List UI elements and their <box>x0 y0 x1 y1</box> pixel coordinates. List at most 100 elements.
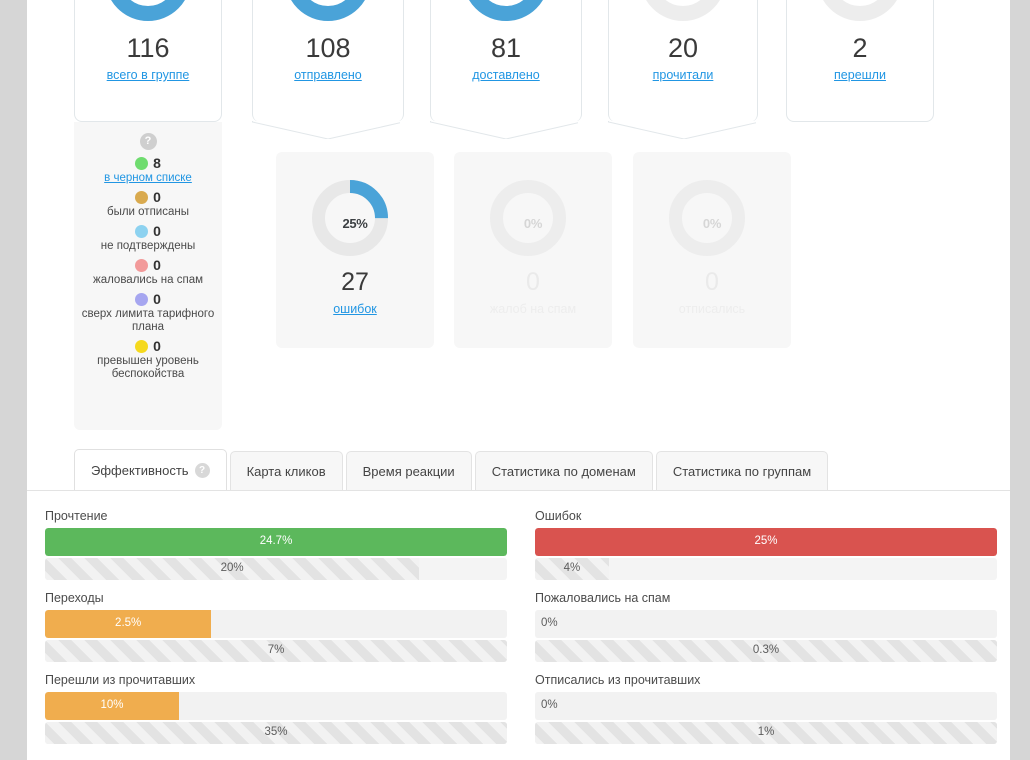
bar-group: Отписались из прочитавших 0% 1% <box>535 673 997 744</box>
tab-label: Эффективность <box>91 462 189 478</box>
tab-label: Карта кликов <box>246 463 326 479</box>
bar-secondary-fill <box>535 640 997 662</box>
donut-chart: 100% <box>285 0 371 21</box>
donut-percent-label: 0% <box>702 215 722 231</box>
stat-card-2[interactable]: 100% 108 отправлено <box>252 0 404 139</box>
tab-2[interactable]: Карта кликов <box>229 451 343 490</box>
legend-item: 0 превышен уровень беспокойства <box>74 339 222 381</box>
bar-secondary-track: 4% <box>535 558 997 580</box>
bar-primary-track: 0% <box>535 692 997 720</box>
stat-link-wrap: отправлено <box>253 68 403 82</box>
legend-dot-icon <box>135 224 149 238</box>
bar-primary-track: 10% <box>45 692 507 720</box>
donut-wrap: 24.7% <box>609 0 757 21</box>
secondary-card-1[interactable]: 25% 27 ошибок <box>276 152 434 348</box>
bar-title: Перешли из прочитавших <box>45 673 196 687</box>
bar-secondary-fill <box>535 722 997 744</box>
bar-primary-track: 0% <box>535 610 997 638</box>
legend-dot-icon <box>135 190 149 204</box>
secondary-card-2[interactable]: 0% 0 жалоб на спам <box>454 152 612 348</box>
legend-item: 0 не подтверждены <box>74 224 222 253</box>
legend-item-value: 0 <box>153 291 161 307</box>
stat-card-1[interactable]: 116 всего в группе <box>74 0 222 122</box>
donut-percent-label: 0% <box>523 215 543 231</box>
stat-link[interactable]: перешли <box>834 68 886 82</box>
bar-group: Пожаловались на спам 0% 0.3% <box>535 591 997 662</box>
bar-title: Отписались из прочитавших <box>535 673 701 687</box>
bar-primary-track: 25% <box>535 528 997 556</box>
efficiency-panel: Прочтение 24.7% 20% Переходы 2.5% 7% Перешли и… <box>27 491 1010 760</box>
card-notch <box>608 121 756 139</box>
stat-card-5[interactable]: 2.5% 2 перешли <box>786 0 934 122</box>
donut-chart: 0% <box>490 180 576 266</box>
tab-bar: Эффективность? Карта кликов Время реакции С… <box>74 449 831 490</box>
tab-3[interactable]: Время реакции <box>345 451 472 490</box>
tab-5[interactable]: Статистика по группам <box>655 451 829 490</box>
bar-primary-label: 2.5% <box>115 617 142 630</box>
bar-secondary-track: 0.3% <box>535 640 997 662</box>
tab-label: Статистика по группам <box>672 463 812 479</box>
legend-dot-icon <box>135 339 149 353</box>
bar-secondary-label: 1% <box>757 726 775 739</box>
tab-4[interactable]: Статистика по доменам <box>474 451 653 490</box>
bar-primary-fill <box>45 528 507 556</box>
help-icon[interactable]: ? <box>139 133 157 150</box>
stat-card-3[interactable]: 75% 81 доставлено <box>430 0 582 139</box>
card-notch <box>252 121 400 139</box>
stat-card-row: 116 всего в группе 100% 108 отправлено 75% 81 д… <box>74 0 984 139</box>
donut-wrap: 75% <box>431 0 581 21</box>
legend-dot-icon <box>135 156 149 170</box>
bar-group: Перешли из прочитавших 10% 35% <box>45 673 507 744</box>
secondary-card-row: 25% 27 ошибок 0% 0 жалоб на спам 0% 0 отписались <box>276 152 976 348</box>
legend-dot-icon <box>135 258 149 272</box>
tab-label: Время реакции <box>362 463 455 479</box>
donut-chart <box>105 0 191 21</box>
stat-link-wrap: перешли <box>787 68 933 82</box>
legend-item-value: 8 <box>153 155 161 171</box>
stat-link[interactable]: отправлено <box>294 68 362 82</box>
legend-item-value: 0 <box>153 338 161 354</box>
bar-secondary-fill <box>45 640 507 662</box>
donut-wrap: 25% <box>276 180 434 266</box>
legend-item-label: превышен уровень беспокойства <box>97 355 199 380</box>
bar-primary-fill <box>535 528 997 556</box>
legend-item-label: не подтверждены <box>100 240 196 252</box>
stat-link[interactable]: ошибок <box>333 302 377 316</box>
stat-card-4[interactable]: 24.7% 20 прочитали <box>608 0 758 139</box>
stat-link-wrap: ошибок <box>276 302 434 316</box>
bar-group: Прочтение 24.7% 20% <box>45 509 507 580</box>
tab-1[interactable]: Эффективность? <box>74 449 227 490</box>
donut-wrap: 0% <box>454 180 612 266</box>
legend-item-value: 0 <box>153 189 161 205</box>
bar-secondary-track: 7% <box>45 640 507 662</box>
legend-item-link[interactable]: в черном списке <box>104 172 192 184</box>
bar-secondary-fill <box>45 558 420 580</box>
bar-secondary-label: 35% <box>264 726 288 739</box>
secondary-card-3[interactable]: 0% 0 отписались <box>633 152 791 348</box>
stat-value: 108 <box>305 33 351 63</box>
donut-wrap: 100% <box>253 0 403 21</box>
stat-link[interactable]: прочитали <box>652 68 714 82</box>
bar-secondary-track: 1% <box>535 722 997 744</box>
bar-title: Ошибок <box>535 509 582 523</box>
donut-percent-label <box>105 0 191 21</box>
legend-item: 0 были отписаны <box>74 190 222 219</box>
bar-primary-track: 2.5% <box>45 610 507 638</box>
stat-link[interactable]: доставлено <box>472 68 540 82</box>
legend-item-label-wrap: жаловались на спам <box>74 274 222 287</box>
stat-link-wrap: всего в группе <box>75 68 221 82</box>
donut-percent-label: 24.7% <box>640 0 726 21</box>
donut-wrap <box>75 0 221 21</box>
legend-item-label-wrap: в черном списке <box>74 172 222 185</box>
stat-link-wrap: жалоб на спам <box>454 302 612 316</box>
bar-secondary-fill <box>535 558 609 580</box>
stat-link[interactable]: всего в группе <box>106 68 190 82</box>
help-icon[interactable]: ? <box>194 462 210 478</box>
bar-title: Пожаловались на спам <box>535 591 671 605</box>
donut-wrap: 2.5% <box>787 0 933 21</box>
legend-item-label: были отписаны <box>106 206 189 218</box>
stat-link: жалоб на спам <box>489 302 577 316</box>
